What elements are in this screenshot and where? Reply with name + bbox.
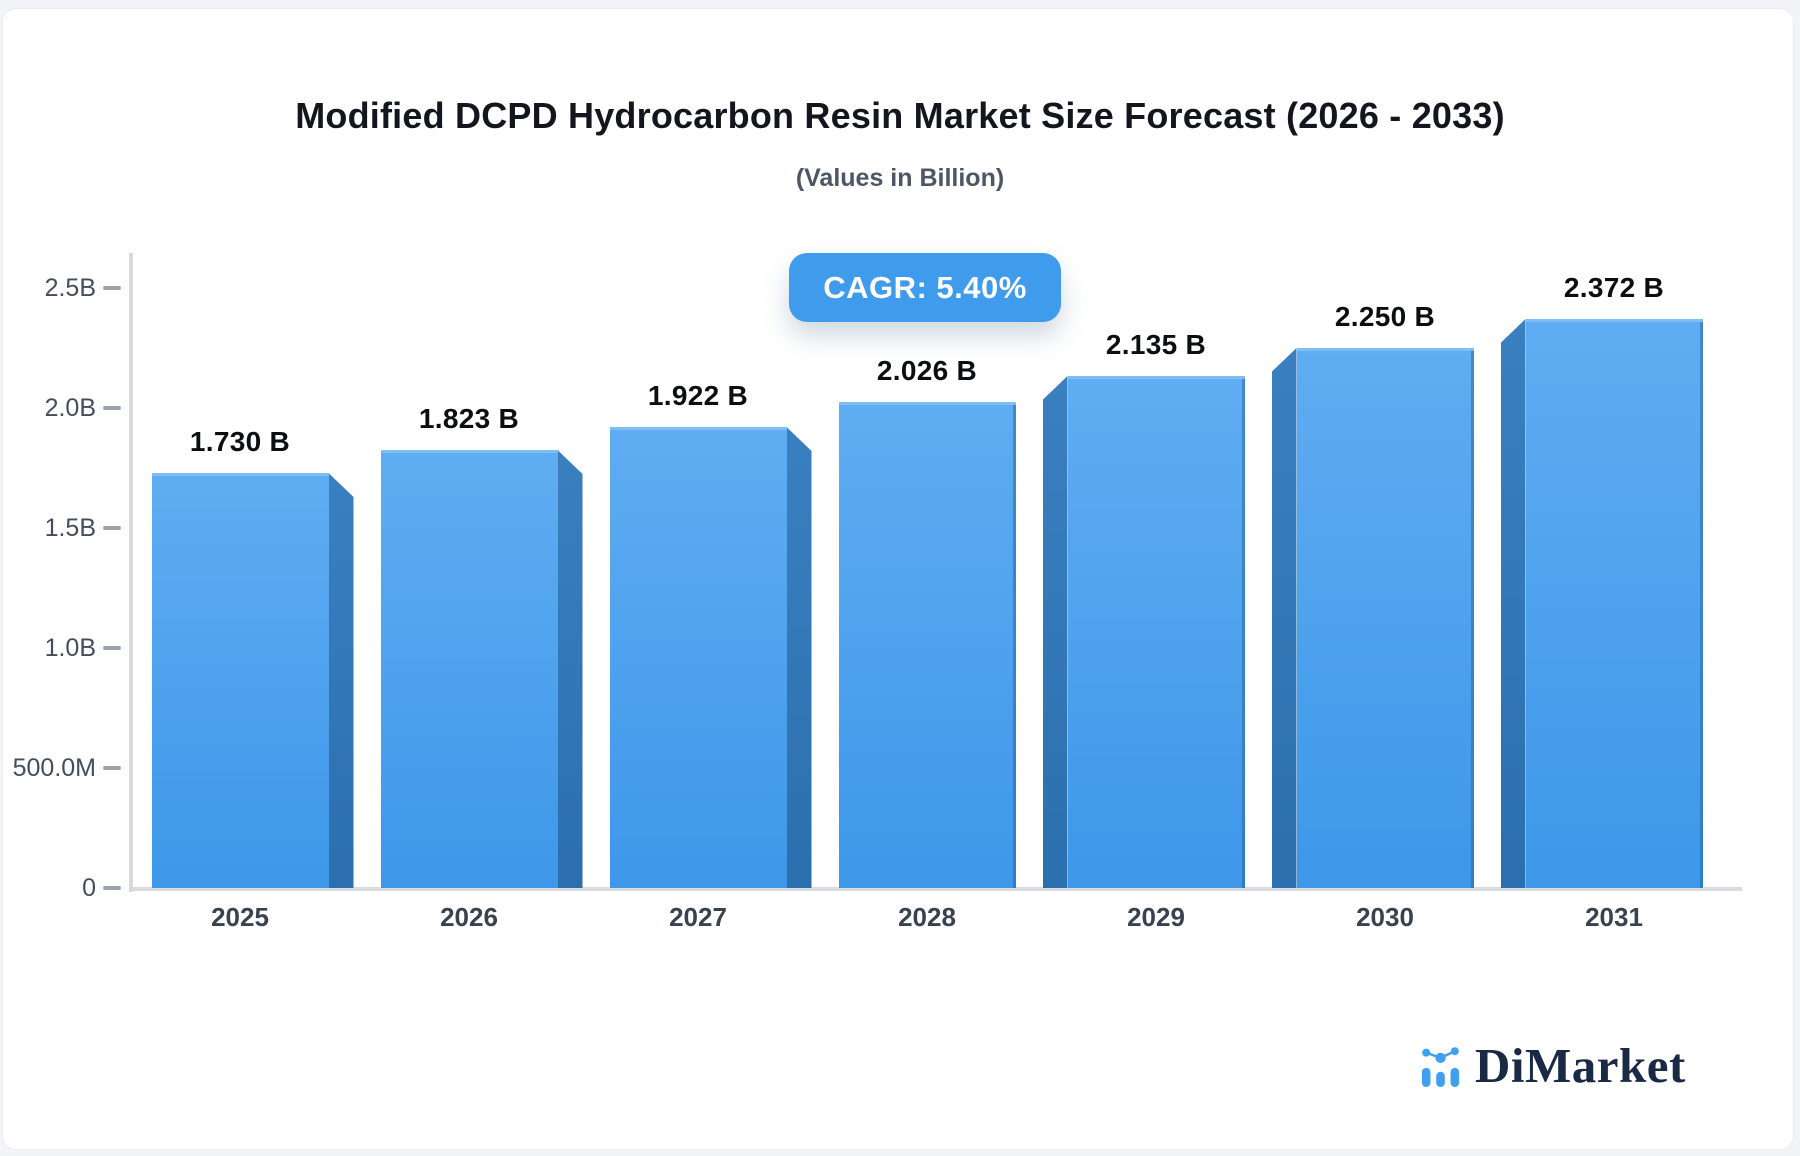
y-axis-tick-mark — [103, 406, 121, 410]
bar-value-label-2027: 1.922 B — [647, 380, 749, 411]
x-axis-label-2026: 2026 — [440, 902, 498, 932]
x-axis-label-2031: 2031 — [1585, 902, 1643, 932]
bar-3d-side-2027 — [786, 427, 812, 888]
y-axis-tick-label: 500.0M — [12, 754, 96, 782]
chart-title: Modified DCPD Hydrocarbon Resin Market S… — [295, 95, 1505, 136]
bar-value-label-2031: 2.372 B — [1563, 272, 1665, 303]
bar-face-2029 — [1067, 376, 1245, 888]
bar-face-2030 — [1296, 348, 1474, 888]
x-axis-label-2028: 2028 — [898, 902, 956, 932]
bar-2026 — [380, 450, 583, 888]
bar-2028 — [838, 402, 1016, 888]
bar-2031 — [1500, 319, 1703, 888]
bar-2025 — [151, 473, 354, 888]
y-axis-tick-mark — [103, 886, 121, 890]
x-axis-label-2030: 2030 — [1356, 902, 1414, 932]
bar-2030 — [1271, 348, 1474, 888]
bar-3d-side-2031 — [1500, 319, 1526, 888]
bar-face-2026 — [380, 450, 558, 888]
y-axis-tick-label: 0 — [82, 874, 96, 902]
x-axis-line — [129, 887, 1742, 891]
y-axis-tick-label: 2.5B — [44, 274, 96, 302]
cagr-badge-label: CAGR: 5.40% — [823, 269, 1027, 305]
bar-value-label-2026: 1.823 B — [418, 403, 520, 434]
bar-value-label-2025: 1.730 B — [189, 426, 291, 457]
dimarket-logo-text: DiMarket — [1475, 1038, 1686, 1093]
dimarket-logo: DiMarket — [1420, 1038, 1686, 1094]
cagr-badge: CAGR: 5.40% — [789, 253, 1061, 322]
bar-value-label-2030: 2.250 B — [1334, 301, 1436, 332]
bar-3d-side-2030 — [1271, 348, 1297, 888]
chart-subtitle: (Values in Billion) — [795, 164, 1005, 192]
bar-3d-side-2025 — [328, 473, 354, 888]
y-axis-tick-label: 1.5B — [44, 514, 96, 542]
bar-face-2025 — [151, 473, 329, 888]
y-axis-tick-label: 1.0B — [44, 634, 96, 662]
y-axis-tick-mark — [103, 286, 121, 290]
bar-face-2027 — [609, 427, 787, 888]
bar-value-label-2028: 2.026 B — [876, 355, 978, 386]
y-axis-line — [129, 253, 133, 892]
y-axis-tick-mark — [103, 766, 121, 770]
bar-2029 — [1042, 376, 1245, 888]
x-axis-label-2027: 2027 — [669, 902, 727, 932]
bar-3d-side-2026 — [557, 450, 583, 888]
y-axis-tick-mark — [103, 526, 121, 530]
x-axis-label-2025: 2025 — [211, 902, 269, 932]
bar-line-chart-icon — [1421, 1047, 1460, 1087]
bar-face-2028 — [838, 402, 1016, 888]
bar-value-label-2029: 2.135 B — [1105, 329, 1207, 360]
x-axis-label-2029: 2029 — [1127, 902, 1185, 932]
bar-3d-side-2029 — [1042, 376, 1068, 888]
bar-2027 — [609, 427, 812, 888]
y-axis-tick-mark — [103, 646, 121, 650]
bar-face-2031 — [1525, 319, 1703, 888]
y-axis-tick-label: 2.0B — [44, 394, 96, 422]
